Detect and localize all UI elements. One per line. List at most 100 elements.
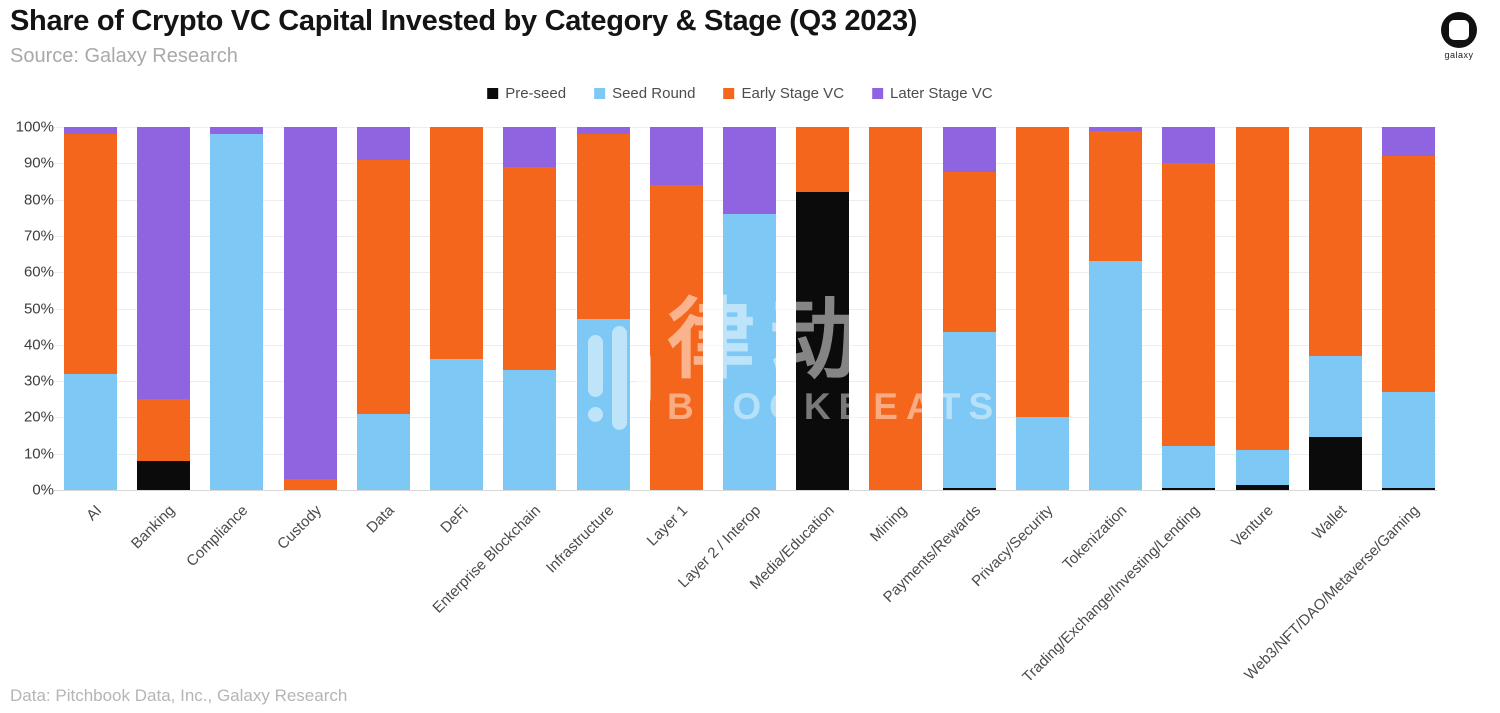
x-label-text: Mining <box>867 502 911 546</box>
bar-segment <box>356 413 410 490</box>
x-label-text: AI <box>83 502 106 525</box>
bar-segment <box>283 127 337 480</box>
bar-segment <box>722 214 776 490</box>
bar <box>283 127 337 490</box>
bar-segment <box>1089 127 1143 131</box>
legend-item: Later Stage VC <box>872 85 993 102</box>
y-tick-label: 80% <box>23 191 54 209</box>
x-label: Tokenization <box>1059 492 1142 573</box>
x-label-text: Compliance <box>183 502 252 571</box>
bar-segment <box>869 127 923 490</box>
x-label-text: Layer 1 <box>643 502 691 550</box>
x-label: Wallet <box>1309 492 1362 543</box>
y-tick-label: 50% <box>23 300 54 317</box>
x-label-text: Venture <box>1228 502 1277 551</box>
bar-segment <box>942 172 996 333</box>
x-label-text: Custody <box>273 502 325 553</box>
x-label: Banking <box>128 492 190 552</box>
bar <box>1089 127 1143 490</box>
x-label-text: Wallet <box>1308 502 1350 544</box>
bar-segment <box>137 399 191 461</box>
bar <box>796 127 850 490</box>
x-label: Layer 1 <box>644 492 703 549</box>
bar <box>649 127 703 490</box>
y-tick-label: 100% <box>15 118 54 136</box>
bar-segment <box>430 127 484 360</box>
bars <box>62 127 1437 490</box>
bar-segment <box>1308 437 1362 490</box>
legend: Pre-seed Seed Round Early Stage VC Later St… <box>487 85 993 102</box>
bar-segment <box>283 479 337 490</box>
y-tick-label: 40% <box>23 336 54 354</box>
legend-item: Early Stage VC <box>723 85 844 102</box>
bar-segment <box>356 159 410 414</box>
bar-segment <box>210 134 264 490</box>
bar-segment <box>649 127 703 186</box>
bar <box>1162 127 1216 490</box>
bar <box>503 127 557 490</box>
y-tick-label: 60% <box>23 263 54 281</box>
y-tick-label: 90% <box>23 154 54 172</box>
y-tick-label: 30% <box>23 372 54 390</box>
bar-segment <box>1015 127 1069 418</box>
x-label: Media/Education <box>746 492 849 593</box>
bar-segment <box>137 460 191 490</box>
bar-segment <box>503 127 557 167</box>
bar-segment <box>1162 488 1216 490</box>
bar-segment <box>1162 127 1216 164</box>
bar <box>430 127 484 490</box>
bar-segment <box>942 332 996 489</box>
bar <box>356 127 410 490</box>
x-label: Enterprise Blockchain <box>430 492 556 617</box>
footer-credit: Data: Pitchbook Data, Inc., Galaxy Resea… <box>10 686 348 705</box>
bar-segment <box>137 127 191 400</box>
bar-segment <box>503 166 557 371</box>
bar-segment <box>1162 163 1216 447</box>
bar <box>576 127 630 490</box>
bar-segment <box>649 185 703 490</box>
x-label: AI <box>64 492 117 524</box>
x-axis-labels: AI Banking Compliance Custody Data DeFi Enterp… <box>62 492 1437 686</box>
x-label: Privacy/Security <box>969 492 1069 590</box>
bar <box>137 127 191 490</box>
bar <box>1308 127 1362 490</box>
bar-segment <box>1381 127 1435 157</box>
x-label: Layer 2 / Interop <box>675 492 776 591</box>
page-title: Share of Crypto VC Capital Invested by C… <box>10 5 918 37</box>
bar <box>64 127 117 490</box>
bar-segment <box>503 370 557 490</box>
bar <box>1015 127 1069 490</box>
x-label: Payments/Rewards <box>880 492 996 606</box>
legend-label: Pre-seed <box>505 85 567 102</box>
x-label: Trading/Exchange/Investing/Lending <box>1020 492 1215 686</box>
legend-label: Early Stage VC <box>741 85 845 102</box>
x-label: Compliance <box>184 492 263 570</box>
bar-segment <box>1089 261 1143 490</box>
bar-segment <box>942 488 996 490</box>
bar-segment <box>1015 417 1069 490</box>
bar-segment <box>1308 127 1362 356</box>
x-label-text: Infrastructure <box>543 502 618 577</box>
bar-segment <box>356 127 410 160</box>
bar <box>869 127 923 490</box>
bar-segment <box>1235 484 1289 490</box>
bar-segment <box>796 127 850 193</box>
bar-segment <box>1162 446 1216 489</box>
galaxy-logo-square-icon <box>1449 20 1469 40</box>
galaxy-logo-label: galaxy <box>1444 50 1474 60</box>
legend-swatch-icon <box>723 88 735 99</box>
bar-segment <box>942 127 996 173</box>
x-label: Infrastructure <box>543 492 630 577</box>
bar <box>1235 127 1289 490</box>
legend-swatch-icon <box>487 88 499 99</box>
x-label-text: Data <box>363 502 399 537</box>
bar-segment <box>1381 156 1435 392</box>
legend-item: Pre-seed <box>487 85 566 102</box>
y-tick-label: 10% <box>23 445 54 463</box>
bar-segment <box>1235 450 1289 485</box>
y-axis-ticks: 100% 90% 80% 70% 60% 50% 40% 30% 20% 10% 0% <box>0 119 54 499</box>
bar-segment <box>430 359 484 490</box>
bar <box>210 127 264 490</box>
x-label-text: DeFi <box>436 502 472 537</box>
x-label: Data <box>357 492 410 536</box>
